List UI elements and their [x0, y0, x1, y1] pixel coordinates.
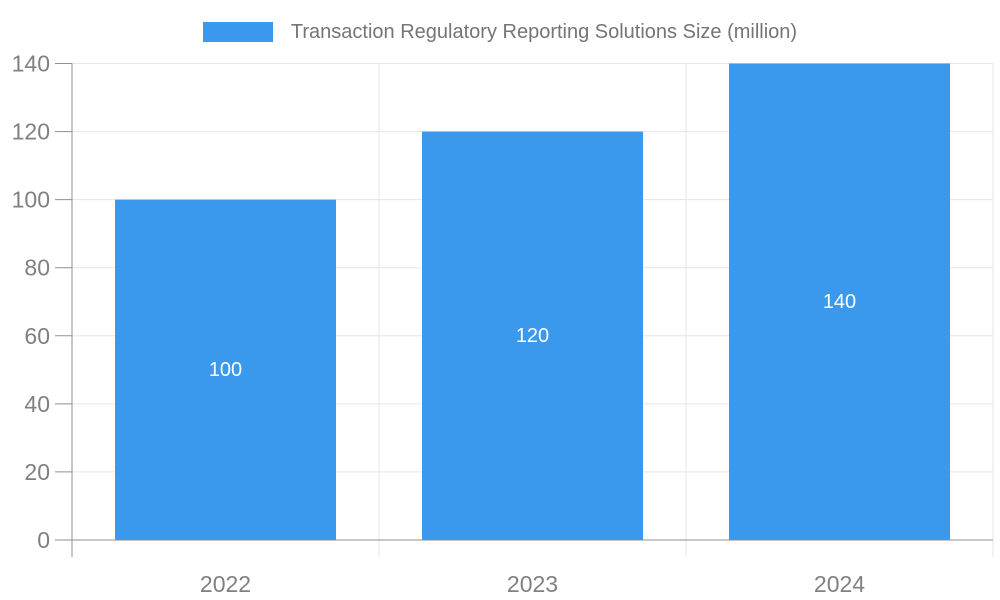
- y-tick-label: 140: [12, 51, 50, 77]
- x-tick-label: 2023: [507, 571, 558, 597]
- x-tick-label: 2022: [200, 571, 251, 597]
- y-tick-label: 40: [24, 391, 50, 417]
- bar-value-label: 140: [823, 291, 856, 313]
- bar-2023[interactable]: [422, 131, 643, 541]
- legend-swatch: [202, 22, 273, 42]
- y-tick-label: 60: [24, 323, 50, 349]
- bar-2022[interactable]: [115, 199, 336, 540]
- legend-label: Transaction Regulatory Reporting Solutio…: [290, 21, 798, 43]
- bar-value-label: 120: [516, 325, 549, 347]
- y-tick-label: 0: [37, 527, 50, 553]
- bar-value-label: 100: [209, 359, 242, 381]
- y-tick-label: 120: [12, 119, 50, 145]
- chart-legend[interactable]: Transaction Regulatory Reporting Solutio…: [0, 20, 1000, 44]
- bar-2024[interactable]: [729, 63, 950, 541]
- y-tick-label: 80: [24, 255, 50, 281]
- y-tick-label: 20: [24, 459, 50, 485]
- x-tick-label: 2024: [814, 571, 865, 597]
- y-tick-label: 100: [12, 187, 50, 213]
